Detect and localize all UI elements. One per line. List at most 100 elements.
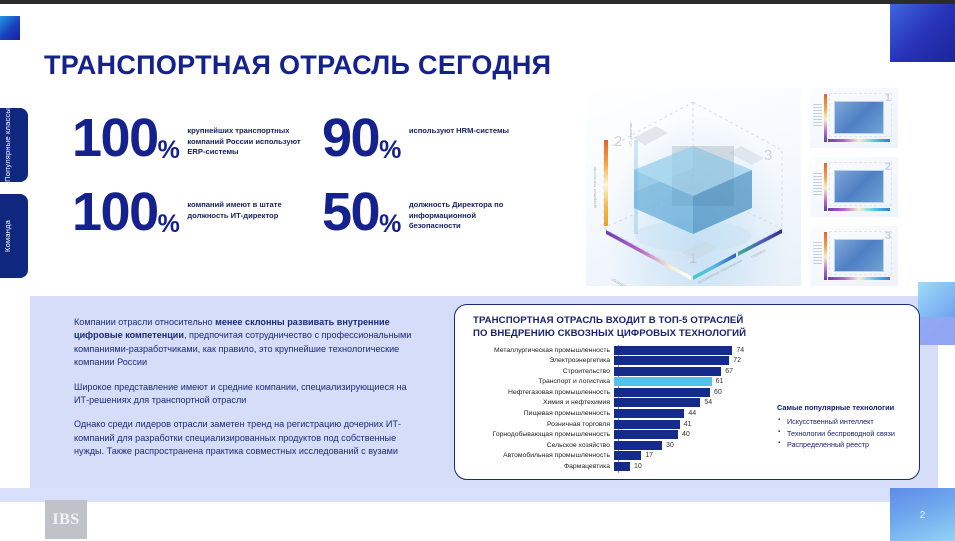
- bar-category-label: Розничная торговля: [546, 420, 610, 428]
- chart-axis-line: [618, 345, 619, 473]
- stats-row: 100% крупнейших транспортных компаний Ро…: [72, 108, 572, 168]
- page-title: ТРАНСПОРТНАЯ ОТРАСЛЬ СЕГОДНЯ: [44, 50, 552, 80]
- body-paragraph-2: Широкое представление имеют и средние ко…: [74, 381, 407, 406]
- bar-track: 61: [614, 377, 769, 387]
- bar-track: 54: [614, 398, 769, 408]
- legend-heading: Самые популярные технологии: [777, 403, 895, 412]
- svg-text:2: 2: [614, 133, 622, 150]
- bar-fill: [614, 377, 712, 387]
- legend-list: Искусственный интеллектТехнологии беспро…: [777, 415, 927, 451]
- legend-item: Распределенный реестр: [777, 438, 927, 451]
- thumb-horizontal-gradient-axis: [828, 277, 890, 280]
- thumbnail-1[interactable]: 1: [810, 88, 898, 148]
- footer-background: [0, 502, 955, 541]
- sidebar-tab-team[interactable]: Команда: [0, 194, 28, 278]
- stat-unit: %: [379, 136, 401, 164]
- para1-tail: , предпочитая сотрудничество с профессио…: [74, 330, 412, 368]
- bar-value-label: 61: [715, 378, 724, 386]
- bar-category-label: Электроэнергетика: [549, 357, 610, 365]
- body-paragraph-1: Компании отрасли относительно менее скло…: [74, 316, 424, 370]
- bar-track: 17: [614, 451, 769, 461]
- bar-track: 10: [614, 462, 769, 472]
- cube-diagram-image: 2 3 1: [586, 88, 801, 286]
- bar-category-label: Фармацевтика: [563, 463, 610, 471]
- bar-category-label: Нефтегазовая промышленность: [507, 388, 610, 396]
- bar-track: 44: [614, 409, 769, 419]
- legend-item: Искусственный интеллект: [777, 415, 927, 428]
- legend-item: Технологии беспроводной связи: [777, 427, 927, 440]
- bar-row: Электроэнергетика 72: [469, 356, 769, 366]
- bar-track: 67: [614, 366, 769, 376]
- stat-description: используют HRM-системы: [408, 126, 510, 135]
- bar-value-label: 67: [725, 367, 733, 375]
- thumb-horizontal-gradient-axis: [828, 139, 890, 142]
- stats-grid: 100% крупнейших транспортных компаний Ро…: [72, 108, 572, 260]
- cube-diagram-icon: 2 3 1: [592, 101, 783, 286]
- sidebar-tab-popular-classes[interactable]: Популярные классы: [0, 108, 28, 182]
- stat-description: компаний имеют в штате должность ИТ-дире…: [187, 200, 282, 220]
- bar-value-label: 41: [683, 420, 692, 428]
- top-left-accent-square: [0, 16, 20, 40]
- para1-bold: менее склонны развивать внутренние цифро…: [74, 317, 390, 341]
- logo-text: IBS: [52, 510, 80, 528]
- bar-track: 41: [614, 419, 769, 429]
- svg-text:цифровые технологии: цифровые технологии: [592, 167, 597, 208]
- body-paragraph-3: Однако среди лидеров отрасли заметен тре…: [74, 419, 402, 457]
- page-number: 2: [919, 510, 926, 521]
- stat-number: 90: [322, 108, 381, 168]
- bar-row: Металлургическая промышленность 74: [469, 345, 769, 355]
- bar-category-label: Транспорт и логистика: [538, 378, 610, 386]
- bar-value-label: 44: [688, 410, 697, 418]
- bar-chart: Металлургическая промышленность 74 Электро…: [469, 345, 769, 472]
- thumb-horizontal-gradient-axis: [828, 208, 890, 211]
- bar-fill: [614, 387, 710, 397]
- bar-fill: [614, 451, 642, 461]
- stat-value: 50%: [322, 185, 401, 239]
- svg-text:оборудование: оборудование: [611, 276, 637, 286]
- bar-row: Сельское хозяйство 30: [469, 440, 769, 450]
- stat-unit: %: [157, 210, 180, 238]
- top-dark-bar: [0, 0, 955, 4]
- chart-title: ТРАНСПОРТНАЯ ОТРАСЛЬ ВХОДИТ В ТОП-5 ОТРА…: [473, 315, 903, 340]
- bar-fill: [614, 440, 662, 450]
- bar-track: 74: [614, 345, 769, 355]
- para1-lead: Компании отрасли относительно: [74, 317, 216, 327]
- thumbnail-2[interactable]: 2: [810, 157, 898, 217]
- chart-title-line-1: ТРАНСПОРТНАЯ ОТРАСЛЬ ВХОДИТ В ТОП-5 ОТРА…: [473, 315, 744, 326]
- sidebar-tab-label: Популярные классы: [2, 108, 12, 182]
- footer-strip: [0, 488, 955, 502]
- bar-category-label: Горнодобывающая промышленность: [492, 431, 610, 439]
- bar-fill: [614, 356, 730, 366]
- thumbnail-number: 1: [884, 92, 891, 104]
- top-right-accent-block: [890, 4, 955, 62]
- bar-category-label: Автомобильная промышленность: [503, 452, 610, 460]
- chart-card: ТРАНСПОРТНАЯ ОТРАСЛЬ ВХОДИТ В ТОП-5 ОТРА…: [454, 304, 920, 480]
- bar-row: Пищевая промышленность 44: [469, 409, 769, 419]
- stat-value: 100%: [72, 185, 180, 239]
- chart-title-line-2: ПО ВНЕДРЕНИЮ СКВОЗНЫХ ЦИФРОВЫХ ТЕХНОЛОГИ…: [473, 327, 747, 339]
- bar-value-label: 17: [645, 452, 653, 460]
- thumb-axis-ticks: [813, 242, 822, 266]
- thumb-vertical-gradient-axis: [824, 163, 827, 211]
- panel-accent-square-bottom: [918, 317, 955, 345]
- bar-track: 72: [614, 356, 769, 366]
- svg-text:3: 3: [764, 147, 772, 164]
- svg-text:сервисы: сервисы: [750, 247, 766, 259]
- bar-value-label: 54: [704, 399, 713, 407]
- thumbnail-number: 3: [884, 230, 891, 242]
- bar-row: Нефтегазовая промышленность 60: [469, 387, 769, 397]
- bar-fill: [614, 430, 678, 440]
- svg-text:ИТ-решения: ИТ-решения: [628, 123, 633, 146]
- bar-row: Фармацевтика 10: [469, 462, 769, 472]
- panel-accent-square-top: [918, 282, 955, 317]
- left-body-copy: Компании отрасли относительно менее скло…: [74, 316, 424, 470]
- thumb-vertical-gradient-axis: [824, 232, 827, 280]
- thumb-dashed-frame: [829, 93, 892, 137]
- bar-fill: [614, 462, 630, 472]
- bar-fill: [614, 345, 733, 355]
- thumbnail-3[interactable]: 3: [810, 226, 898, 286]
- thumb-dashed-frame: [829, 231, 892, 275]
- bar-fill: [614, 409, 685, 419]
- stats-row: 100% компаний имеют в штате должность ИТ…: [72, 185, 572, 239]
